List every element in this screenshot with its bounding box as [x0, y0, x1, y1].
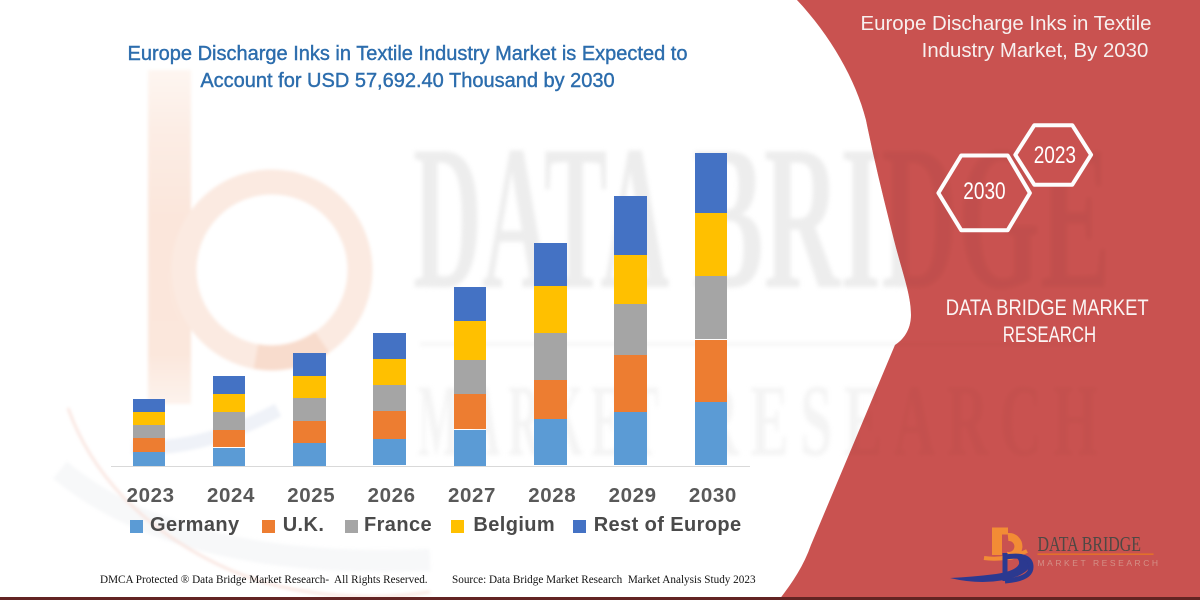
svg-text:2023: 2023 — [1034, 142, 1076, 169]
svg-text:DATA BRIDGE MARKET: DATA BRIDGE MARKET — [946, 295, 1149, 320]
svg-text:DATA BRIDGE: DATA BRIDGE — [1038, 533, 1141, 557]
svg-text:2030: 2030 — [963, 178, 1005, 205]
svg-text:MARKET RESEARCH: MARKET RESEARCH — [1038, 558, 1161, 568]
svg-text:RESEARCH: RESEARCH — [1003, 322, 1096, 347]
svg-text:RESEARCH: RESEARCH — [697, 365, 1109, 478]
